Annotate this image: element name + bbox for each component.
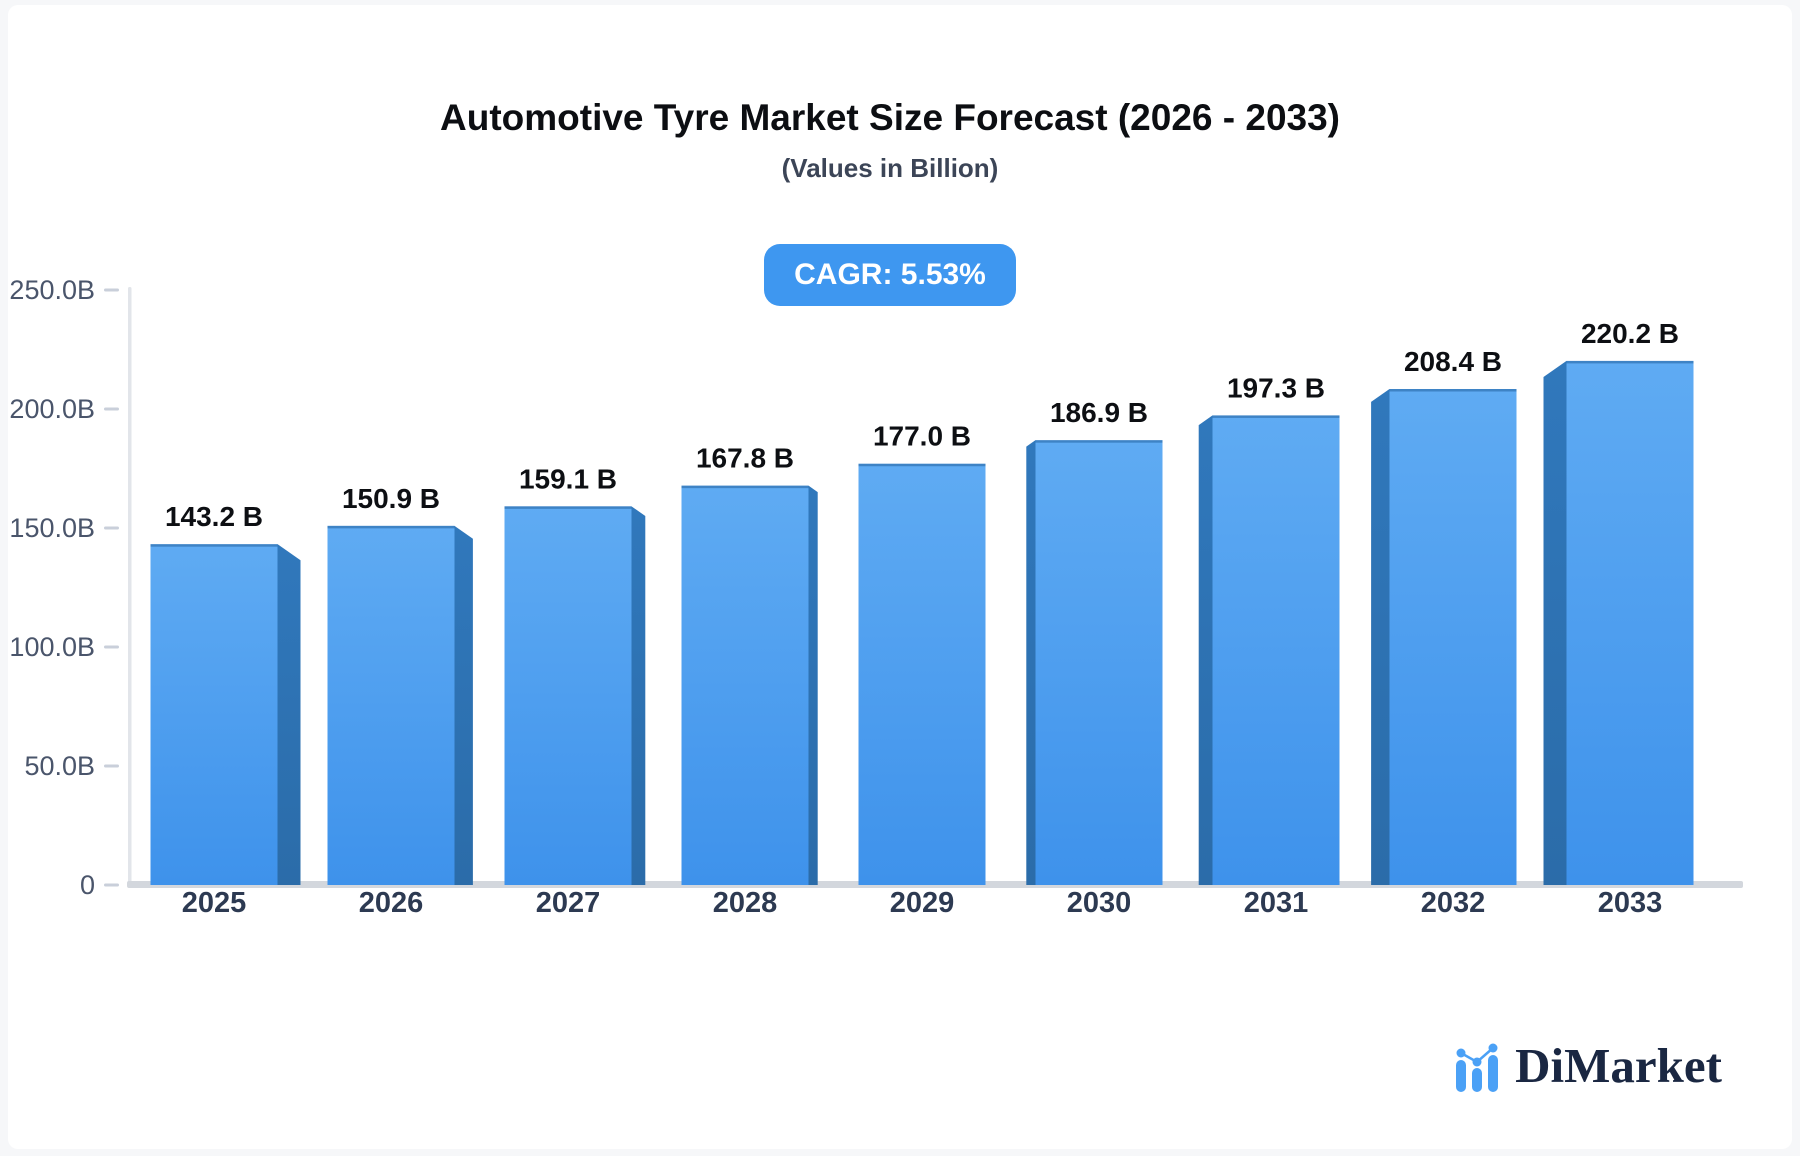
y-axis-label: 0 xyxy=(80,870,95,900)
bar-group: 197.3 B 2031 xyxy=(1198,372,1340,919)
y-axis-tick xyxy=(104,645,119,649)
bar-line-chart-icon xyxy=(1456,1043,1499,1092)
bar-group: 167.8 B 2028 xyxy=(681,443,818,919)
bar-group: 208.4 B 2032 xyxy=(1371,346,1517,919)
bar-group: 143.2 B 2025 xyxy=(150,501,301,919)
bar-front-face xyxy=(1035,440,1163,885)
y-axis-tick xyxy=(104,883,119,887)
x-axis-label: 2026 xyxy=(359,887,424,919)
bar-value-label: 143.2 B xyxy=(165,501,263,532)
bar-top-edge xyxy=(1566,360,1694,364)
bar-side-face xyxy=(1371,389,1390,885)
bar-side-face xyxy=(1026,440,1036,885)
bar-group: 220.2 B 2033 xyxy=(1543,318,1694,919)
bar-value-label: 220.2 B xyxy=(1581,318,1679,349)
bar-value-label: 177.0 B xyxy=(873,421,971,452)
y-axis-tick xyxy=(104,526,119,530)
bar-value-label: 159.1 B xyxy=(519,463,617,494)
x-axis-label: 2029 xyxy=(890,887,955,919)
bar-top-edge xyxy=(504,506,632,509)
bar-group: 186.9 B 2030 xyxy=(1026,397,1163,919)
bar-top-edge xyxy=(1035,440,1163,443)
bar-top-edge xyxy=(1212,415,1340,418)
bar-value-label: 186.9 B xyxy=(1050,397,1148,428)
bar-front-face xyxy=(858,463,986,885)
x-axis-label: 2031 xyxy=(1244,887,1309,919)
bar-side-face xyxy=(631,506,646,885)
brand-logo: DiMarket xyxy=(1456,1040,1722,1092)
bar-top-edge xyxy=(327,525,455,529)
chart-header: Automotive Tyre Market Size Forecast (20… xyxy=(0,0,1780,306)
bar-front-face xyxy=(1389,389,1517,885)
bar-front-face xyxy=(504,506,632,885)
y-axis-tick xyxy=(104,407,119,411)
bar-side-face xyxy=(1198,415,1213,885)
y-axis-label: 250.0B xyxy=(9,275,95,305)
y-axis-tick xyxy=(104,764,119,768)
cagr-badge: CAGR: 5.53% xyxy=(764,244,1016,306)
y-axis-tick xyxy=(104,288,119,292)
x-axis-label: 2030 xyxy=(1067,887,1132,919)
y-axis-label: 50.0B xyxy=(24,751,95,781)
x-axis-label: 2032 xyxy=(1421,887,1486,919)
x-axis-label: 2027 xyxy=(536,887,601,919)
bar-side-face xyxy=(808,485,818,885)
bar-group: 159.1 B 2027 xyxy=(504,463,646,919)
bar-value-label: 150.9 B xyxy=(342,483,440,514)
bar-group: 150.9 B 2026 xyxy=(327,483,473,919)
bar-front-face xyxy=(327,525,455,885)
bar-front-face xyxy=(681,485,809,885)
brand-logo-text: DiMarket xyxy=(1515,1038,1722,1093)
bar-top-edge xyxy=(150,544,278,547)
y-axis-line xyxy=(128,287,132,886)
y-axis-label: 100.0B xyxy=(9,632,95,662)
bar-value-label: 197.3 B xyxy=(1227,372,1325,403)
bar-value-label: 167.8 B xyxy=(696,443,794,474)
bar-value-label: 208.4 B xyxy=(1404,346,1502,377)
y-axis-label: 150.0B xyxy=(9,513,95,543)
x-axis-label: 2033 xyxy=(1598,887,1663,919)
chart-subtitle: (Values in Billion) xyxy=(781,153,999,183)
bar-side-face xyxy=(1543,360,1567,885)
x-axis-label: 2025 xyxy=(182,887,247,919)
bar-side-face xyxy=(454,525,473,885)
bar-group: 177.0 B 2029 xyxy=(858,421,986,919)
bar-front-face xyxy=(150,544,278,885)
y-axis-label: 200.0B xyxy=(9,394,95,424)
bar-top-edge xyxy=(858,463,986,467)
bar-side-face xyxy=(277,544,301,885)
bar-front-face xyxy=(1212,415,1340,885)
chart-title: Automotive Tyre Market Size Forecast (20… xyxy=(440,97,1340,138)
bar-top-edge xyxy=(681,485,809,489)
bar-front-face xyxy=(1566,360,1694,885)
x-axis-label: 2028 xyxy=(713,887,778,919)
bar-top-edge xyxy=(1389,389,1517,392)
